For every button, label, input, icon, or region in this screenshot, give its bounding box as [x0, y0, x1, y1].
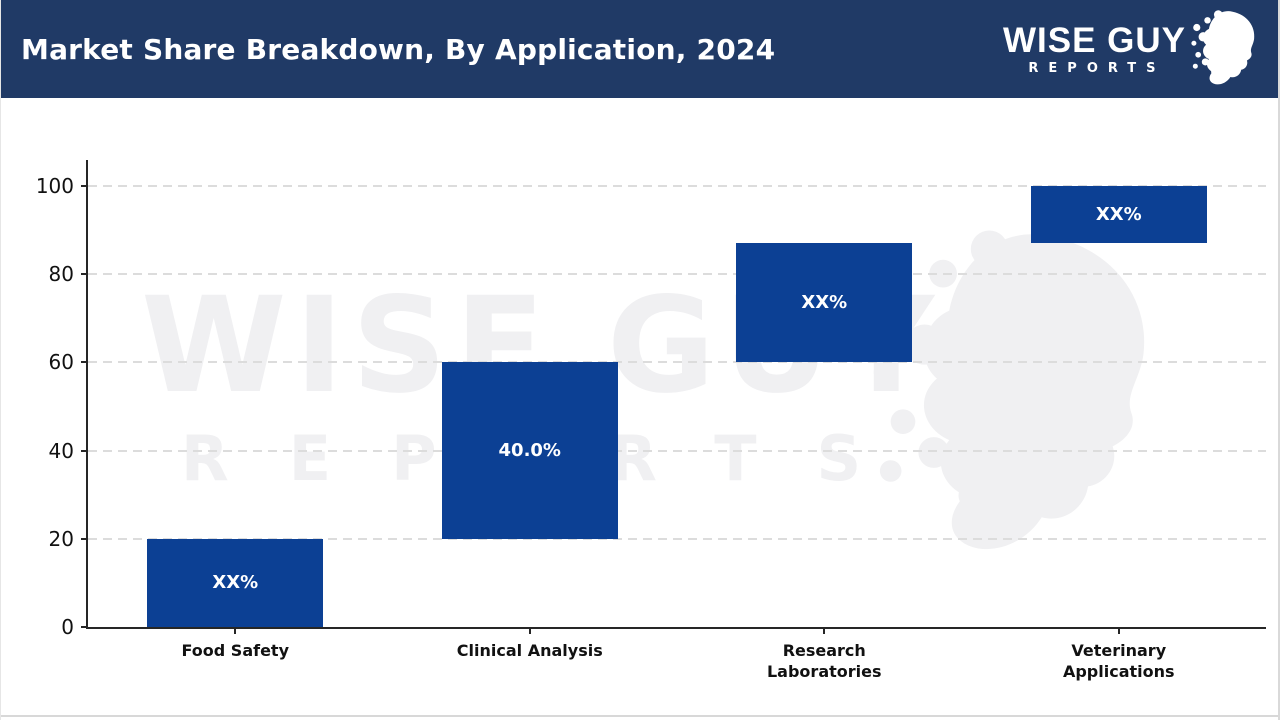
bar-value-label: XX%	[1095, 204, 1142, 226]
dotted-head-icon	[1191, 10, 1255, 85]
gridline-y-60	[88, 361, 1266, 364]
bar-segment-3: XX%	[1030, 186, 1207, 244]
gridline-y-100	[88, 185, 1266, 187]
x-category-label-1: Clinical Analysis	[456, 641, 603, 660]
x-category-label-2: Research Laboratories	[766, 641, 882, 681]
x-tick-mark-1	[528, 627, 531, 634]
bar-segment-2: XX%	[736, 243, 913, 363]
x-tick-mark-0	[234, 627, 237, 634]
y-tick-label-20: 20	[48, 526, 74, 551]
gridline-y-20	[88, 537, 1266, 540]
y-tick-mark-100	[81, 185, 88, 187]
brand-logo: WISE GUY REPORTS	[1003, 6, 1260, 92]
bar-value-label: 40.0%	[498, 440, 561, 462]
brand-name: WISE GUY	[1002, 20, 1186, 60]
footer-divider	[1, 715, 1278, 717]
y-tick-label-60: 60	[48, 350, 74, 375]
gridline-y-40	[88, 449, 1266, 452]
y-tick-mark-40	[81, 449, 88, 452]
plot-area: 0 20 40 60 80 100 XX% Food Safety 40.0% Clinical …	[36, 160, 1266, 681]
y-tick-label-80: 80	[48, 262, 74, 287]
x-tick-mark-2	[823, 627, 826, 634]
bar-segment-1: 40.0%	[441, 362, 618, 539]
bar-value-label: XX%	[801, 292, 848, 314]
brand-logo-text: WISE GUY REPORTS	[1003, 23, 1186, 76]
brand-subname: REPORTS	[1028, 60, 1166, 76]
header-bar: Market Share Breakdown, By Application, …	[1, 0, 1278, 98]
x-tick-mark-3	[1117, 627, 1120, 634]
y-tick-mark-60	[81, 361, 88, 364]
x-category-label-0: Food Safety	[181, 641, 290, 660]
y-tick-mark-20	[81, 537, 88, 540]
chart-title: Market Share Breakdown, By Application, …	[21, 32, 776, 66]
y-tick-mark-0	[81, 626, 88, 628]
bar-value-label: XX%	[212, 572, 259, 594]
bar-segment-0: XX%	[147, 538, 324, 627]
x-category-label-3: Veterinary Applications	[1062, 641, 1175, 681]
y-tick-label-0: 0	[61, 615, 74, 639]
gridline-y-80	[88, 273, 1266, 276]
y-tick-mark-80	[81, 273, 88, 276]
y-tick-label-100: 100	[35, 174, 74, 198]
y-tick-label-40: 40	[48, 438, 74, 463]
